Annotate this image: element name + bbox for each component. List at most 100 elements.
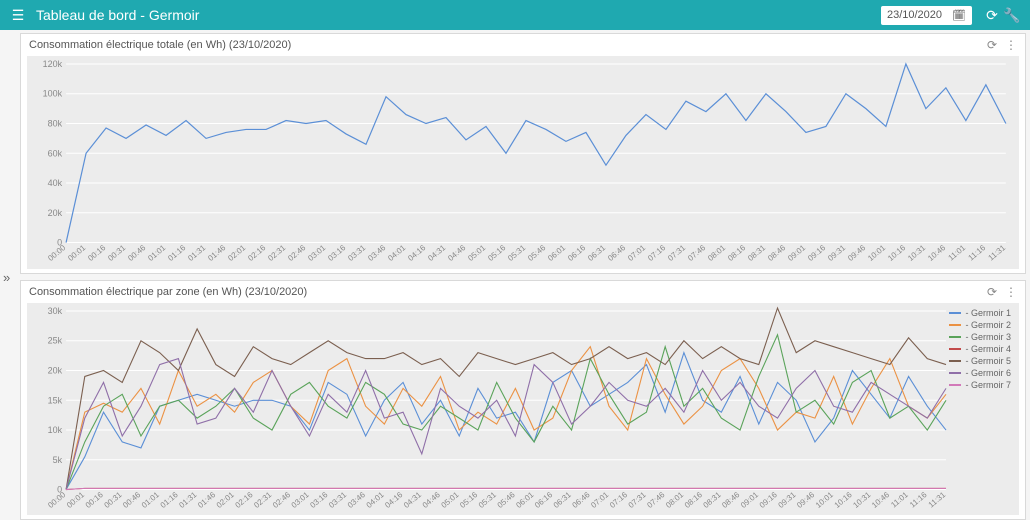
chart-zones: 05k10k15k20k25k30k00:0000:0100:1600:3100… <box>27 303 1019 516</box>
legend-item[interactable]: - Germoir 3 <box>949 331 1011 343</box>
svg-text:03:16: 03:16 <box>308 489 329 509</box>
sidebar-expand-icon[interactable]: » <box>3 270 10 285</box>
svg-text:11:16: 11:16 <box>967 243 988 263</box>
panel-title: Consommation électrique totale (en Wh) (… <box>29 39 291 51</box>
svg-text:07:46: 07:46 <box>645 489 666 509</box>
svg-text:00:01: 00:01 <box>65 489 86 509</box>
svg-text:04:46: 04:46 <box>421 489 442 509</box>
svg-text:06:31: 06:31 <box>552 489 573 509</box>
svg-text:05:31: 05:31 <box>506 243 527 263</box>
svg-text:01:46: 01:46 <box>206 243 227 263</box>
svg-text:06:46: 06:46 <box>606 243 627 263</box>
svg-text:03:46: 03:46 <box>366 243 387 263</box>
svg-text:06:16: 06:16 <box>566 243 587 263</box>
svg-text:00:31: 00:31 <box>106 243 127 263</box>
svg-text:05:01: 05:01 <box>466 243 487 263</box>
svg-text:06:01: 06:01 <box>514 489 535 509</box>
panel-refresh-icon[interactable]: ⟳ <box>987 285 997 299</box>
page-title: Tableau de bord - Germoir <box>36 7 199 23</box>
svg-text:08:01: 08:01 <box>664 489 685 509</box>
svg-text:03:31: 03:31 <box>346 243 367 263</box>
svg-text:02:16: 02:16 <box>246 243 267 263</box>
svg-text:10:01: 10:01 <box>814 489 835 509</box>
svg-text:100k: 100k <box>43 89 63 99</box>
svg-text:04:16: 04:16 <box>383 489 404 509</box>
panel-title: Consommation électrique par zone (en Wh)… <box>29 286 307 298</box>
svg-text:09:31: 09:31 <box>826 243 847 263</box>
svg-text:10:46: 10:46 <box>926 243 947 263</box>
topbar: ☰ Tableau de bord - Germoir 23/10/2020 🗓… <box>0 0 1030 30</box>
svg-text:09:16: 09:16 <box>758 489 779 509</box>
legend-item[interactable]: - Germoir 2 <box>949 319 1011 331</box>
svg-text:11:01: 11:01 <box>889 489 910 509</box>
legend-item[interactable]: - Germoir 1 <box>949 307 1011 319</box>
svg-text:08:46: 08:46 <box>720 489 741 509</box>
svg-text:04:46: 04:46 <box>446 243 467 263</box>
svg-text:06:01: 06:01 <box>546 243 567 263</box>
svg-text:20k: 20k <box>48 365 63 375</box>
svg-text:01:16: 01:16 <box>166 243 187 263</box>
svg-text:01:31: 01:31 <box>186 243 207 263</box>
svg-text:07:46: 07:46 <box>686 243 707 263</box>
menu-icon[interactable]: ☰ <box>8 7 28 24</box>
svg-text:04:16: 04:16 <box>406 243 427 263</box>
svg-text:00:01: 00:01 <box>66 243 87 263</box>
svg-text:01:01: 01:01 <box>140 489 161 509</box>
svg-text:03:16: 03:16 <box>326 243 347 263</box>
panel-total: Consommation électrique totale (en Wh) (… <box>20 33 1026 274</box>
legend-item[interactable]: - Germoir 7 <box>949 379 1011 391</box>
svg-text:11:01: 11:01 <box>947 243 968 263</box>
panel-menu-icon[interactable]: ⋮ <box>1005 38 1017 52</box>
date-value: 23/10/2020 <box>887 9 942 21</box>
svg-text:00:00: 00:00 <box>46 243 67 263</box>
panel-zones: Consommation électrique par zone (en Wh)… <box>20 280 1026 520</box>
legend-item[interactable]: - Germoir 4 <box>949 343 1011 355</box>
svg-text:10k: 10k <box>48 425 63 435</box>
refresh-icon[interactable]: ⟳ <box>982 7 1002 24</box>
svg-text:03:31: 03:31 <box>327 489 348 509</box>
svg-text:03:01: 03:01 <box>290 489 311 509</box>
svg-text:02:46: 02:46 <box>286 243 307 263</box>
svg-text:11:31: 11:31 <box>987 243 1008 263</box>
svg-text:09:46: 09:46 <box>795 489 816 509</box>
svg-text:00:16: 00:16 <box>86 243 107 263</box>
svg-text:10:31: 10:31 <box>906 243 927 263</box>
svg-text:15k: 15k <box>48 395 63 405</box>
legend-item[interactable]: - Germoir 6 <box>949 367 1011 379</box>
svg-text:05:46: 05:46 <box>496 489 517 509</box>
panel-menu-icon[interactable]: ⋮ <box>1005 285 1017 299</box>
svg-text:05:46: 05:46 <box>526 243 547 263</box>
svg-text:80k: 80k <box>48 119 63 129</box>
svg-text:00:16: 00:16 <box>84 489 105 509</box>
svg-text:11:16: 11:16 <box>908 489 929 509</box>
svg-text:02:31: 02:31 <box>266 243 287 263</box>
date-picker[interactable]: 23/10/2020 🗓 <box>881 6 972 25</box>
svg-text:10:46: 10:46 <box>870 489 891 509</box>
svg-text:06:46: 06:46 <box>571 489 592 509</box>
svg-text:00:46: 00:46 <box>121 489 142 509</box>
svg-text:09:46: 09:46 <box>846 243 867 263</box>
panel-refresh-icon[interactable]: ⟳ <box>987 38 997 52</box>
svg-text:120k: 120k <box>43 59 63 69</box>
svg-text:09:01: 09:01 <box>739 489 760 509</box>
svg-text:04:01: 04:01 <box>365 489 386 509</box>
svg-text:40k: 40k <box>48 178 63 188</box>
svg-text:06:16: 06:16 <box>533 489 554 509</box>
svg-text:11:31: 11:31 <box>927 489 948 509</box>
svg-text:08:31: 08:31 <box>702 489 723 509</box>
svg-text:02:31: 02:31 <box>252 489 273 509</box>
svg-text:07:31: 07:31 <box>627 489 648 509</box>
legend-item[interactable]: - Germoir 5 <box>949 355 1011 367</box>
svg-text:10:16: 10:16 <box>833 489 854 509</box>
svg-text:01:46: 01:46 <box>196 489 217 509</box>
svg-text:08:31: 08:31 <box>746 243 767 263</box>
settings-icon[interactable]: 🔧 <box>1002 7 1022 24</box>
svg-text:01:16: 01:16 <box>159 489 180 509</box>
svg-text:09:01: 09:01 <box>786 243 807 263</box>
svg-text:00:31: 00:31 <box>102 489 123 509</box>
svg-text:10:31: 10:31 <box>851 489 872 509</box>
svg-text:08:16: 08:16 <box>683 489 704 509</box>
svg-text:08:01: 08:01 <box>706 243 727 263</box>
svg-text:03:46: 03:46 <box>346 489 367 509</box>
svg-text:02:01: 02:01 <box>226 243 247 263</box>
